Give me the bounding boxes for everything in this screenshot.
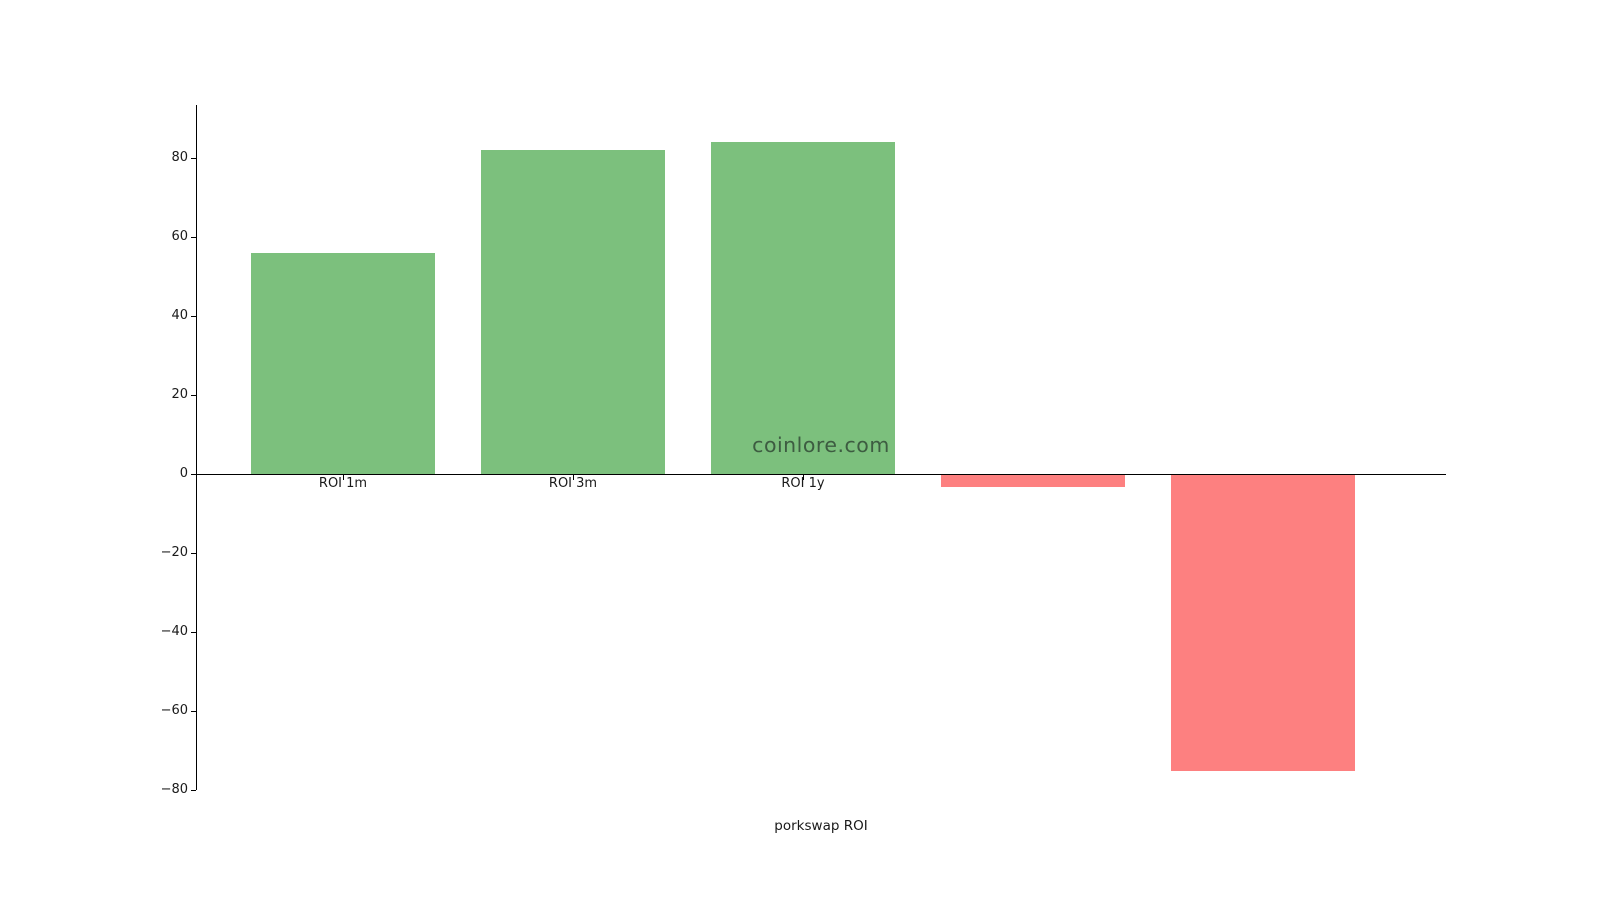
y-tick-label: 40 — [171, 308, 188, 323]
y-tick-mark — [191, 158, 196, 159]
y-tick-label: 60 — [171, 229, 188, 244]
y-tick-label: −60 — [160, 703, 188, 718]
y-tick-label: 20 — [171, 387, 188, 402]
y-tick-label: 0 — [179, 466, 188, 481]
bar-roi-1m — [251, 252, 435, 474]
y-tick-mark — [191, 237, 196, 238]
y-tick-label: −80 — [160, 782, 188, 797]
y-tick-mark — [191, 553, 196, 554]
x-axis-zero-line — [196, 474, 1446, 475]
x-tick-mark — [573, 475, 574, 480]
y-tick-mark — [191, 790, 196, 791]
y-axis-line — [196, 105, 197, 790]
x-tick-label: ROI 1m — [318, 476, 368, 491]
y-tick-mark — [191, 316, 196, 317]
bar-4 — [941, 475, 1125, 487]
x-tick-mark — [343, 475, 344, 480]
y-tick-label: 80 — [171, 150, 188, 165]
y-tick-mark — [191, 474, 196, 475]
y-tick-mark — [191, 632, 196, 633]
x-tick-label: ROI 3m — [548, 476, 598, 491]
y-tick-mark — [191, 395, 196, 396]
bar-roi-1y — [711, 142, 895, 474]
watermark: coinlore.com — [752, 433, 890, 457]
y-tick-label: −20 — [160, 545, 188, 560]
y-tick-label: −40 — [160, 624, 188, 639]
bar-5 — [1171, 475, 1355, 772]
bar-roi-3m — [481, 150, 665, 474]
y-tick-mark — [191, 711, 196, 712]
x-tick-label: ROI 1y — [781, 476, 825, 491]
x-axis-title: porkswap ROI — [774, 818, 868, 834]
x-tick-mark — [803, 475, 804, 480]
